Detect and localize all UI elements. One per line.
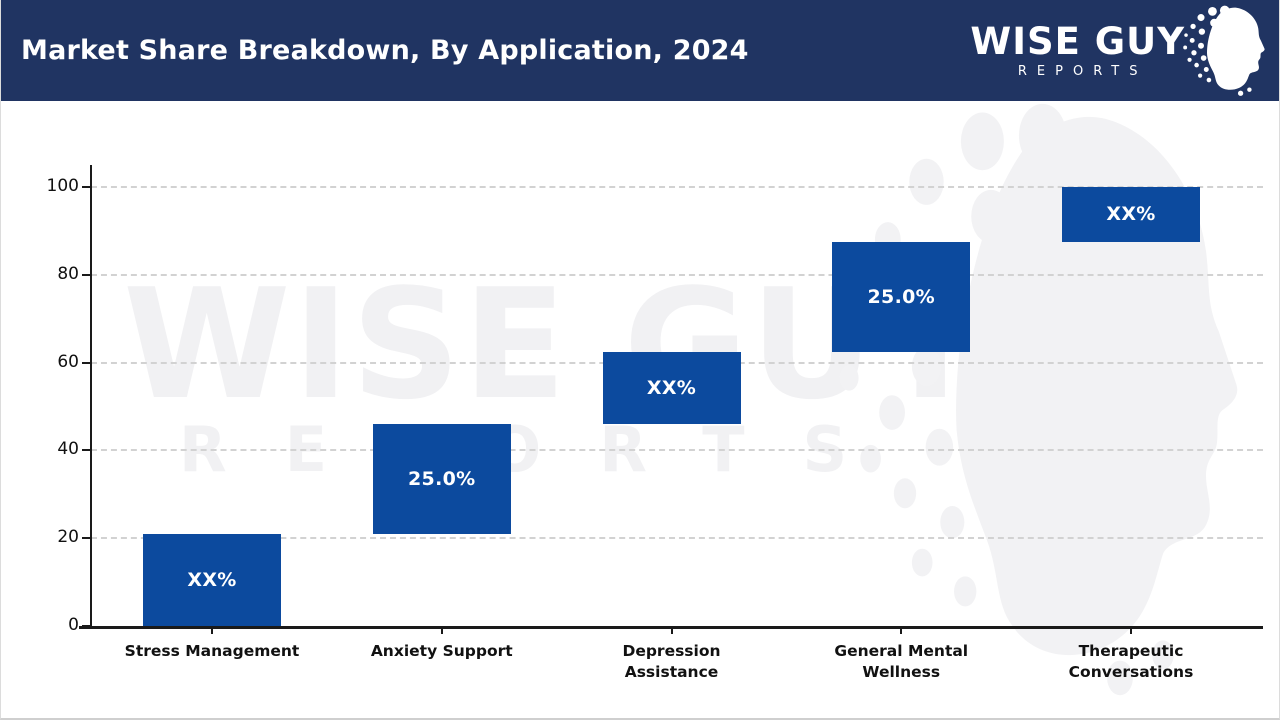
y-axis [90, 165, 92, 629]
y-tick-label-0: 0 [68, 615, 79, 635]
y-tick-label-100: 100 [46, 176, 79, 196]
bar-value-label: 25.0% [867, 285, 935, 308]
y-tick-label-40: 40 [57, 439, 79, 460]
bar-2: 25.0% [372, 424, 511, 534]
x-tick-2 [440, 626, 443, 634]
logo-text-reports: REPORTS [1017, 63, 1148, 79]
x-axis [79, 626, 1263, 629]
bar-1: XX% [143, 533, 281, 626]
y-tick-20 [82, 537, 91, 540]
wiseguy-face-icon [1183, 5, 1265, 96]
bar-3: XX% [602, 351, 741, 425]
x-category-label-4: General Mental Wellness [834, 642, 969, 681]
header-bar: Market Share Breakdown, By Application, … [1, 0, 1279, 101]
y-tick-40 [82, 449, 91, 452]
x-tick-3 [670, 626, 673, 634]
gridline-100 [91, 186, 1263, 188]
x-tick-4 [900, 626, 903, 634]
y-tick-80 [82, 273, 91, 276]
gridline-80 [91, 273, 1263, 276]
y-tick-label-20: 20 [57, 527, 79, 548]
wiseguy-logo: WISE GUY REPORTS [970, 5, 1267, 97]
bar-value-label: 25.0% [408, 467, 476, 490]
x-category-label-2: Anxiety Support [370, 642, 513, 660]
x-category-label-1: Stress Management [124, 642, 300, 660]
y-tick-label-60: 60 [57, 351, 79, 372]
x-tick-1 [211, 626, 213, 634]
bar-4: 25.0% [832, 241, 971, 352]
x-category-label-5: Therapeutic Conversations [1068, 642, 1194, 681]
bar-value-label: XX% [187, 568, 237, 591]
gridline-40 [91, 449, 1263, 452]
y-tick-100 [82, 186, 91, 188]
gridline-20 [91, 537, 1263, 540]
chart-title: Market Share Breakdown, By Application, … [21, 35, 749, 66]
bar-5: XX% [1062, 187, 1200, 242]
y-tick-label-80: 80 [57, 263, 79, 284]
logo-wordmark: WISE GUY REPORTS [970, 23, 1185, 79]
logo-text-wiseguy: WISE GUY [970, 19, 1185, 63]
x-category-label-3: Depression Assistance [622, 642, 721, 681]
y-tick-60 [82, 361, 91, 364]
bar-value-label: XX% [646, 376, 697, 399]
bar-value-label: XX% [1106, 203, 1156, 226]
